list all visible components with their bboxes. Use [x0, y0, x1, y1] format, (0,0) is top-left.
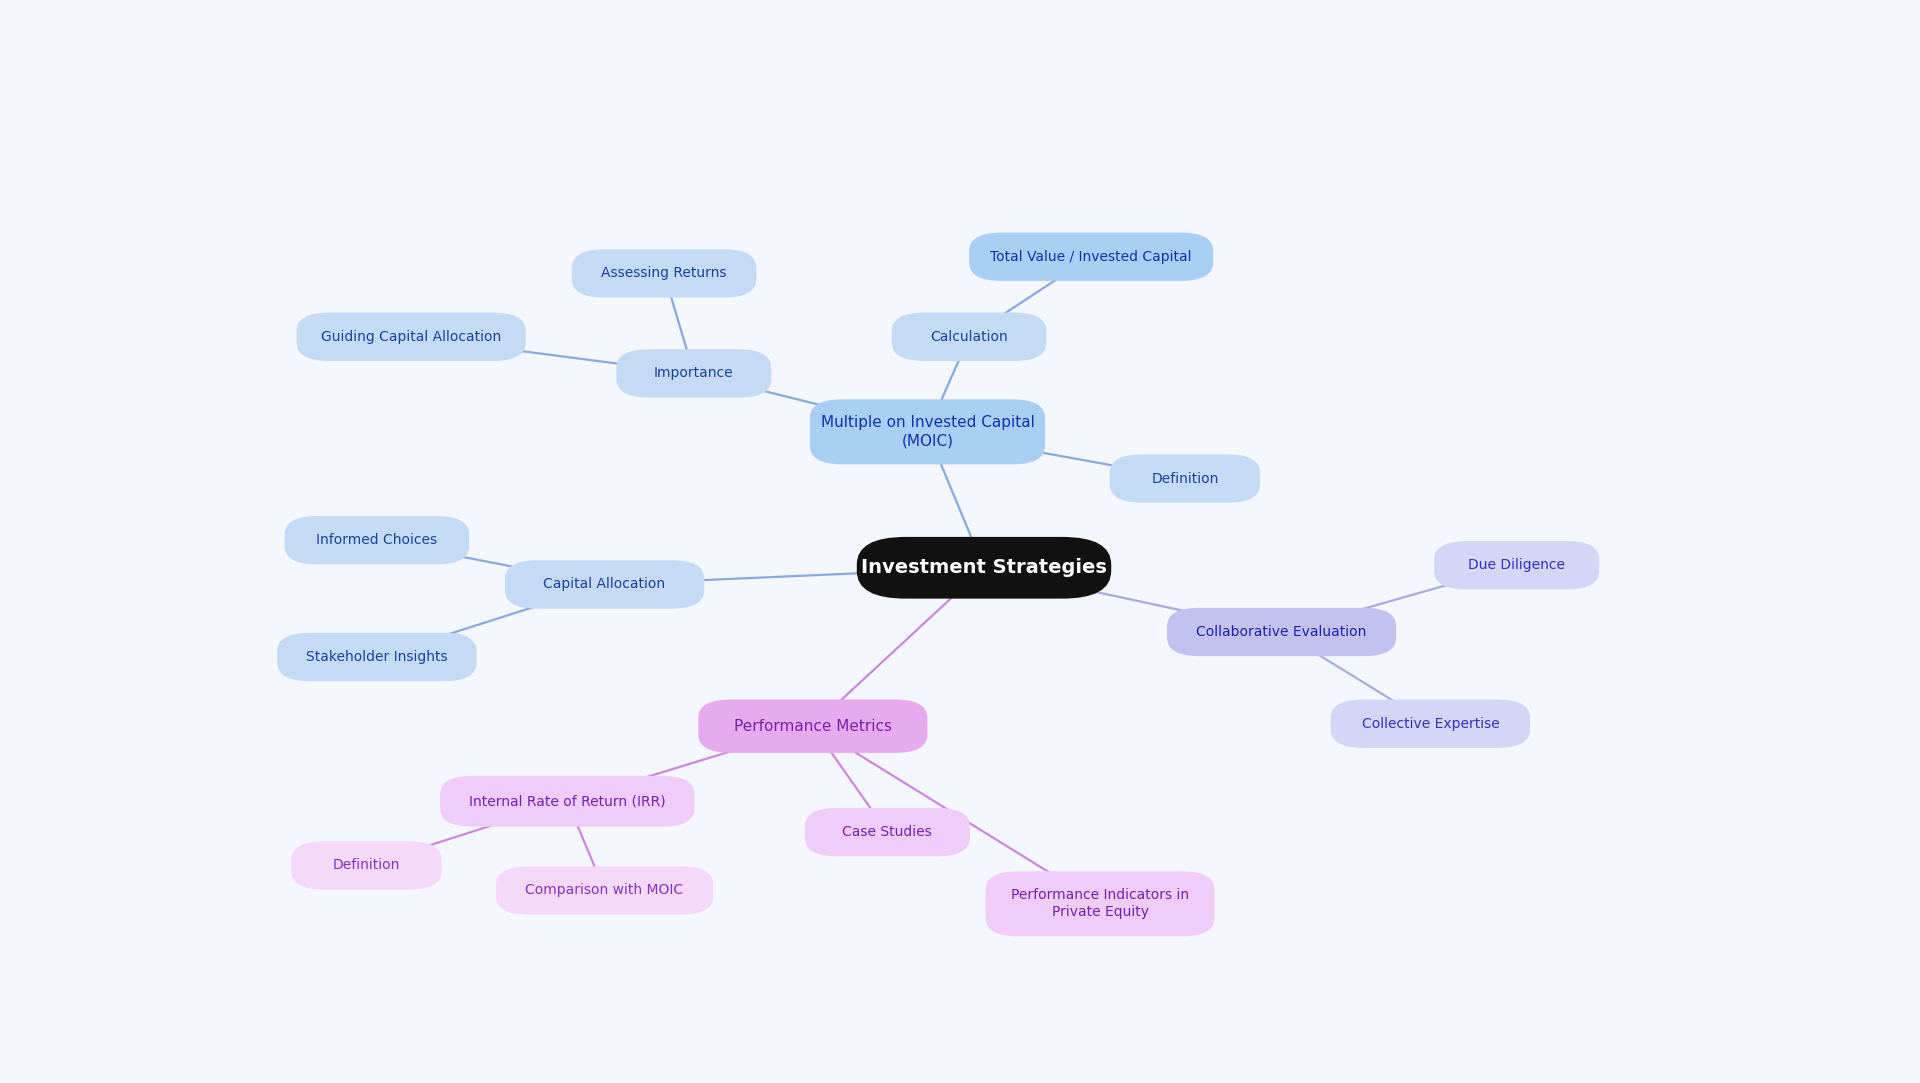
FancyBboxPatch shape — [804, 808, 970, 857]
FancyBboxPatch shape — [891, 313, 1046, 361]
FancyBboxPatch shape — [1434, 542, 1599, 589]
FancyBboxPatch shape — [985, 872, 1215, 937]
Text: Calculation: Calculation — [931, 329, 1008, 343]
Text: Collective Expertise: Collective Expertise — [1361, 717, 1500, 731]
Text: Definition: Definition — [332, 859, 399, 873]
Text: Case Studies: Case Studies — [843, 825, 931, 839]
Text: Guiding Capital Allocation: Guiding Capital Allocation — [321, 329, 501, 343]
FancyBboxPatch shape — [572, 249, 756, 298]
Text: Collaborative Evaluation: Collaborative Evaluation — [1196, 625, 1367, 639]
FancyBboxPatch shape — [1167, 608, 1396, 656]
FancyBboxPatch shape — [505, 560, 705, 609]
Text: Informed Choices: Informed Choices — [317, 533, 438, 547]
Text: Stakeholder Insights: Stakeholder Insights — [305, 650, 447, 664]
FancyBboxPatch shape — [1110, 455, 1260, 503]
FancyBboxPatch shape — [292, 841, 442, 889]
FancyBboxPatch shape — [284, 517, 468, 564]
Text: Performance Metrics: Performance Metrics — [733, 719, 893, 733]
Text: Internal Rate of Return (IRR): Internal Rate of Return (IRR) — [468, 794, 666, 808]
FancyBboxPatch shape — [296, 313, 526, 361]
Text: Investment Strategies: Investment Strategies — [860, 558, 1108, 577]
Text: Multiple on Invested Capital
(MOIC): Multiple on Invested Capital (MOIC) — [820, 415, 1035, 448]
Text: Due Diligence: Due Diligence — [1469, 558, 1565, 572]
FancyBboxPatch shape — [495, 866, 712, 915]
Text: Capital Allocation: Capital Allocation — [543, 577, 666, 591]
FancyBboxPatch shape — [699, 700, 927, 753]
FancyBboxPatch shape — [440, 775, 695, 826]
FancyBboxPatch shape — [276, 632, 476, 681]
FancyBboxPatch shape — [810, 400, 1044, 465]
FancyBboxPatch shape — [970, 233, 1213, 280]
Text: Importance: Importance — [655, 366, 733, 380]
Text: Total Value / Invested Capital: Total Value / Invested Capital — [991, 250, 1192, 264]
Text: Performance Indicators in
Private Equity: Performance Indicators in Private Equity — [1012, 888, 1188, 919]
Text: Definition: Definition — [1152, 471, 1219, 485]
FancyBboxPatch shape — [616, 350, 772, 397]
FancyBboxPatch shape — [1331, 700, 1530, 748]
Text: Assessing Returns: Assessing Returns — [601, 266, 728, 280]
FancyBboxPatch shape — [856, 537, 1112, 599]
Text: Comparison with MOIC: Comparison with MOIC — [526, 884, 684, 898]
